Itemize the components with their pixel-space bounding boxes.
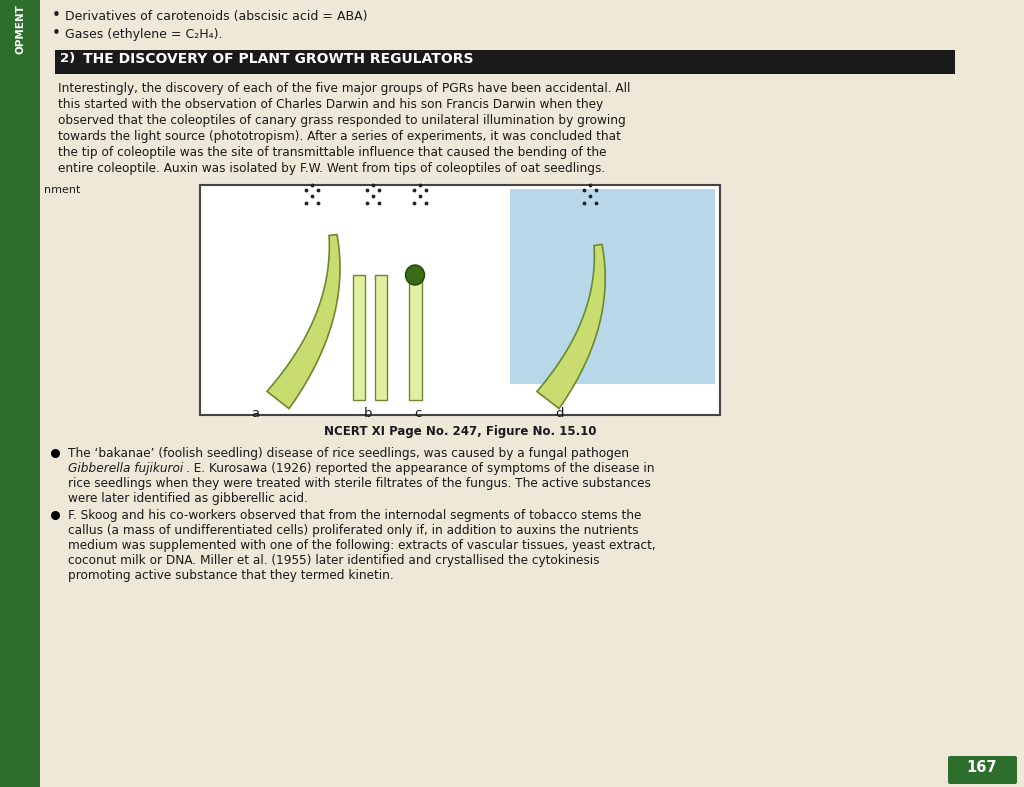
Text: a: a — [251, 407, 259, 420]
Text: observed that the coleoptiles of canary grass responded to unilateral illuminati: observed that the coleoptiles of canary … — [58, 114, 626, 127]
Bar — [510, 189, 715, 384]
Text: nment: nment — [44, 185, 80, 195]
Text: •: • — [52, 26, 60, 41]
Bar — [353, 275, 365, 400]
Text: rice seedlings when they were treated with sterile filtrates of the fungus. The : rice seedlings when they were treated wi… — [68, 477, 651, 490]
FancyBboxPatch shape — [948, 756, 1017, 784]
Text: medium was supplemented with one of the following: extracts of vascular tissues,: medium was supplemented with one of the … — [68, 539, 655, 552]
Text: this started with the observation of Charles Darwin and his son Francis Darwin w: this started with the observation of Cha… — [58, 98, 603, 111]
Text: The ‘bakanae’ (foolish seedling) disease of rice seedlings, was caused by a fung: The ‘bakanae’ (foolish seedling) disease… — [68, 447, 629, 460]
Text: •: • — [52, 8, 60, 23]
Polygon shape — [537, 245, 605, 408]
Text: d: d — [556, 407, 564, 420]
Text: coconut milk or DNA. Miller et al. (1955) later identified and crystallised the : coconut milk or DNA. Miller et al. (1955… — [68, 554, 599, 567]
Text: promoting active substance that they termed kinetin.: promoting active substance that they ter… — [68, 569, 393, 582]
Text: the tip of coleoptile was the site of transmittable influence that caused the be: the tip of coleoptile was the site of tr… — [58, 146, 606, 159]
Text: Interestingly, the discovery of each of the five major groups of PGRs have been : Interestingly, the discovery of each of … — [58, 82, 631, 95]
Text: Gases (ethylene = C₂H₄).: Gases (ethylene = C₂H₄). — [65, 28, 222, 41]
Text: callus (a mass of undifferentiated cells) proliferated only if, in addition to a: callus (a mass of undifferentiated cells… — [68, 524, 639, 537]
Polygon shape — [267, 235, 340, 408]
Text: F. Skoog and his co-workers observed that from the internodal segments of tobacc: F. Skoog and his co-workers observed tha… — [68, 509, 641, 522]
Bar — [55, 50, 955, 74]
Text: NCERT XI Page No. 247, Figure No. 15.10: NCERT XI Page No. 247, Figure No. 15.10 — [324, 425, 596, 438]
Text: OPMENT: OPMENT — [15, 4, 25, 54]
Text: towards the light source (phototropism). After a series of experiments, it was c: towards the light source (phototropism).… — [58, 130, 621, 143]
Text: Gibberella fujikuroi: Gibberella fujikuroi — [68, 462, 183, 475]
Bar — [409, 275, 422, 400]
Text: 2): 2) — [60, 52, 75, 65]
Text: 167: 167 — [967, 760, 997, 775]
Text: THE DISCOVERY OF PLANT GROWTH REGULATORS: THE DISCOVERY OF PLANT GROWTH REGULATORS — [83, 52, 473, 66]
Bar — [0, 0, 40, 787]
Text: b: b — [364, 407, 373, 420]
Bar — [375, 275, 387, 400]
Text: c: c — [415, 407, 422, 420]
Text: entire coleoptile. Auxin was isolated by F.W. Went from tips of coleoptiles of o: entire coleoptile. Auxin was isolated by… — [58, 162, 605, 175]
Text: were later identified as gibberellic acid.: were later identified as gibberellic aci… — [68, 492, 308, 505]
Ellipse shape — [406, 265, 425, 285]
Text: . E. Kurosawa (1926) reported the appearance of symptoms of the disease in: . E. Kurosawa (1926) reported the appear… — [186, 462, 654, 475]
Text: Derivatives of carotenoids (abscisic acid = ABA): Derivatives of carotenoids (abscisic aci… — [65, 10, 368, 23]
Bar — [200, 185, 720, 415]
